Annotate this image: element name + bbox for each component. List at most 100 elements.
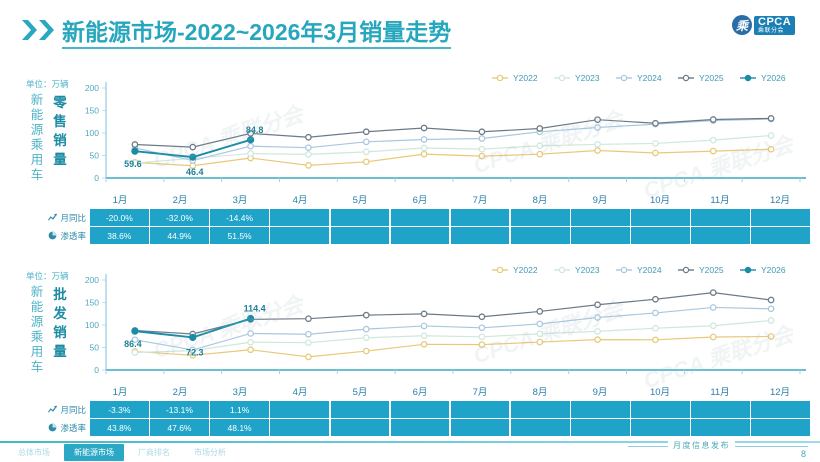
legend-item: Y2024 [616, 266, 662, 275]
data-point [131, 159, 139, 167]
data-point [247, 330, 254, 337]
data-point [767, 333, 775, 340]
data-point [709, 304, 717, 311]
series-line-Y2023 [134, 319, 772, 354]
legend-item: Y2026 [740, 266, 786, 275]
data-point [536, 150, 544, 158]
data-point [767, 145, 775, 153]
legend-item: Y2025 [678, 266, 724, 275]
table-cell [691, 401, 750, 418]
data-point [362, 325, 370, 333]
footer-right: 月度信息发布 8 [628, 440, 808, 462]
page-number: 8 [800, 449, 806, 459]
month-label: 4月 [292, 387, 308, 398]
retail-row-label-penetration: 渗透率 [40, 230, 90, 242]
table-cell: 38.6% [90, 227, 149, 244]
retail-unit-label: 单位：万辆 [26, 79, 69, 89]
table-cell [390, 209, 450, 226]
legend-item: Y2022 [492, 266, 538, 275]
wholesale-unit-label: 单位：万辆 [26, 271, 69, 281]
data-point [420, 150, 428, 158]
data-point [189, 333, 197, 342]
data-point [536, 308, 544, 315]
page-title: 新能源市场-2022~2026年3月销量走势 [62, 18, 452, 49]
table-cell [691, 209, 750, 226]
data-point [246, 314, 255, 323]
wholesale-penetration-cells: 43.8% 47.6% 48.1% [90, 419, 810, 436]
data-point [652, 140, 659, 147]
series-line-Y2024 [134, 306, 772, 351]
data-point [594, 327, 601, 335]
y-tick-label: 100 [85, 320, 99, 330]
footer-tab-2[interactable]: 厂商排名 [138, 448, 170, 457]
table-cell [330, 419, 390, 436]
table-cell [510, 227, 570, 244]
wholesale-side-label: 新能源乘用车 [30, 285, 44, 374]
series-line-Y2022 [134, 335, 772, 358]
footer-tab-0[interactable]: 总体市场 [18, 448, 50, 457]
data-label: 86.4 [124, 339, 142, 349]
footer-tab-1[interactable]: 新能源市场 [64, 444, 124, 461]
data-point [478, 313, 486, 321]
data-point [362, 334, 370, 342]
month-label: 6月 [412, 195, 428, 206]
table-cell: 43.8% [90, 419, 149, 436]
legend-label: Y2025 [699, 266, 724, 275]
data-point [594, 124, 601, 131]
wholesale-row-label-penetration: 渗透率 [40, 422, 90, 434]
data-point [478, 145, 486, 153]
footer-tabs[interactable]: 总体市场 新能源市场 厂商排名 市场分析 [8, 444, 236, 461]
month-label: 12月 [769, 387, 791, 398]
table-cell: -14.4% [210, 209, 269, 226]
page-footer: 总体市场 新能源市场 厂商排名 市场分析 月度信息发布 8 [0, 440, 820, 462]
cpca-logo: 乘 CPCA 乘联分会 [732, 12, 804, 38]
month-label: 3月 [232, 195, 248, 206]
pie-chart-icon [49, 231, 57, 240]
legend-label: Y2023 [575, 74, 600, 83]
data-point [420, 340, 428, 348]
month-label: 5月 [352, 195, 368, 206]
table-cell [390, 401, 450, 418]
data-point [362, 311, 370, 319]
data-point [709, 116, 717, 123]
table-row: 月同比 -3.3% -13.1% 1.1% [40, 401, 810, 418]
month-label: 10月 [649, 387, 671, 398]
data-point [536, 142, 544, 150]
data-point [362, 158, 370, 166]
month-label: 11月 [710, 387, 730, 398]
legend-label: Y2026 [761, 266, 786, 275]
retail-row-label-penetration-text: 渗透率 [60, 230, 86, 241]
retail-row-label-yoy: 月同比 [40, 212, 90, 224]
data-point [536, 320, 544, 328]
data-point [362, 347, 370, 355]
table-cell: 48.1% [210, 419, 269, 436]
month-label: 3月 [232, 387, 248, 398]
table-cell: 51.5% [210, 227, 269, 244]
y-tick-label: 0 [94, 173, 99, 183]
month-label: 1月 [112, 387, 128, 398]
table-row: 月同比 -20.0% -32.0% -14.4% [40, 209, 810, 226]
legend-item: Y2023 [554, 74, 600, 83]
table-cell: 47.6% [150, 419, 209, 436]
logo-name: CPCA [758, 15, 792, 28]
series-line-Y2025 [134, 117, 772, 148]
legend-label: Y2026 [761, 74, 786, 83]
table-cell: -13.1% [150, 401, 209, 418]
table-cell [510, 209, 570, 226]
data-point [420, 322, 428, 330]
footer-tab-3[interactable]: 市场分析 [194, 448, 226, 457]
month-label: 12月 [769, 195, 791, 206]
data-point [767, 317, 775, 324]
legend-item: Y2022 [492, 74, 538, 83]
legend-label: Y2022 [513, 74, 538, 83]
table-cell [751, 419, 810, 436]
table-cell [571, 227, 630, 244]
data-point [709, 136, 717, 144]
legend-label: Y2024 [637, 74, 662, 83]
data-point [594, 141, 601, 148]
data-point [767, 305, 775, 313]
data-point [305, 315, 312, 323]
data-point [305, 339, 312, 347]
data-label: 72.3 [186, 347, 204, 357]
footer-divider [0, 441, 820, 443]
